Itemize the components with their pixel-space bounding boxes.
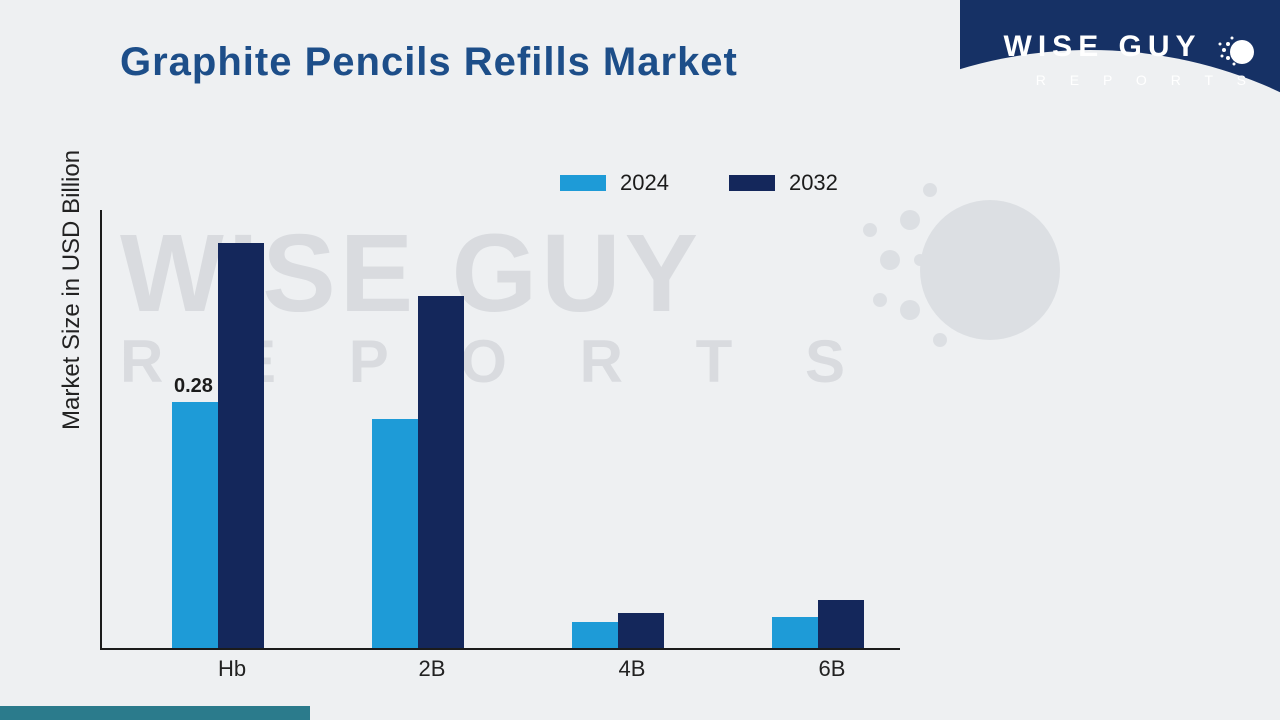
legend-item-2032: 2032 [729,170,838,196]
category-label: 6B [772,656,892,682]
legend-swatch-2032 [729,175,775,191]
logo-line1: WISE GUY [1004,30,1202,63]
bar [172,402,218,648]
category-label: Hb [172,656,292,682]
bar [218,243,264,648]
legend-label-2032: 2032 [789,170,838,196]
bottom-accent-bar [0,706,310,720]
category-label: 4B [572,656,692,682]
legend-label-2024: 2024 [620,170,669,196]
stage: Graphite Pencils Refills Market WISE GUY… [0,0,1280,720]
y-axis-line [100,210,102,650]
bar [618,613,664,648]
bar [372,419,418,648]
bar-value-label: 0.28 [174,375,213,398]
y-axis-label: Market Size in USD Billion [58,150,86,430]
chart-title: Graphite Pencils Refills Market [120,40,738,85]
bar [818,600,864,648]
chart-area: Hb2B4B6B0.28 [100,210,900,650]
category-label: 2B [372,656,492,682]
legend: 2024 2032 [560,170,838,196]
x-axis-line [100,648,900,650]
brand-logo: WISE GUY R E P O R T S [1004,30,1256,88]
logo-head-icon [1212,30,1256,74]
logo-line2: R E P O R T S [1004,72,1256,88]
legend-swatch-2024 [560,175,606,191]
bar [772,617,818,648]
bar [572,622,618,648]
bar [418,296,464,648]
legend-item-2024: 2024 [560,170,669,196]
